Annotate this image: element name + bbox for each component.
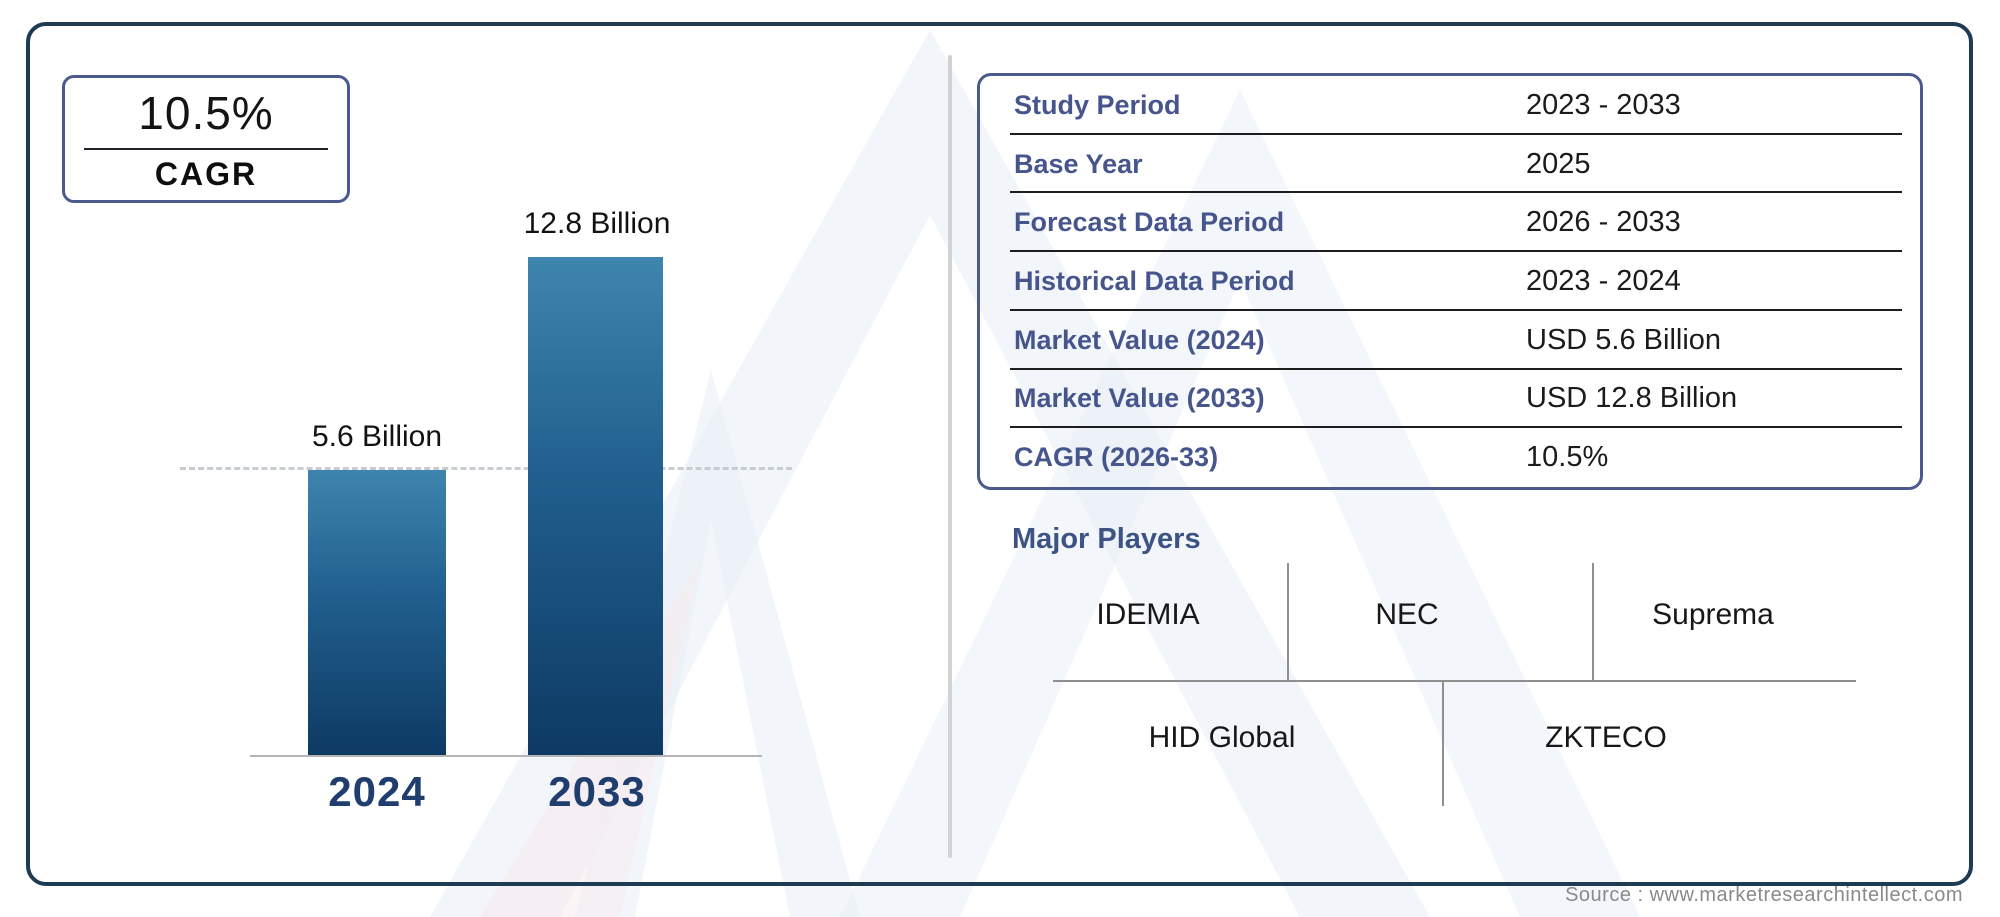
- panel-divider: [948, 55, 952, 858]
- row-label: Market Value (2024): [1014, 324, 1265, 355]
- row-value: 2026 - 2033: [1526, 206, 1681, 239]
- row-value: USD 5.6 Billion: [1526, 323, 1722, 356]
- player-hid-global: HID Global: [1148, 721, 1296, 754]
- cagr-label: CAGR: [154, 155, 258, 192]
- cagr-value: 10.5%: [138, 86, 274, 139]
- table-row: Base Year 2025: [980, 135, 1920, 194]
- row-value: 2025: [1526, 147, 1591, 180]
- table-row: Market Value (2033) USD 12.8 Billion: [980, 370, 1920, 429]
- row-label: Forecast Data Period: [1014, 207, 1285, 238]
- row-divider: [1010, 308, 1902, 311]
- row-value: 2023 - 2024: [1526, 265, 1681, 298]
- player-suprema: Suprema: [1652, 598, 1774, 631]
- row-value: 10.5%: [1526, 441, 1609, 474]
- row-divider: [1010, 367, 1902, 370]
- row-label: Study Period: [1014, 89, 1181, 120]
- row-value: USD 12.8 Billion: [1526, 382, 1738, 415]
- table-row: Market Value (2024) USD 5.6 Billion: [980, 311, 1920, 370]
- player-nec: NEC: [1375, 598, 1439, 631]
- row-label: CAGR (2026-33): [1014, 442, 1219, 473]
- bar-2033: [528, 257, 663, 756]
- x-tick-2033: 2033: [548, 768, 646, 815]
- cagr-divider-line: [84, 147, 328, 150]
- reference-dashed-line: [180, 467, 792, 470]
- study-info-table: Study Period 2023 - 2033 Base Year 2025 …: [977, 73, 1923, 490]
- players-grid-vline-middle: [1442, 680, 1444, 806]
- player-zkteco: ZKTECO: [1545, 721, 1667, 754]
- players-grid-vline-1: [1287, 563, 1289, 681]
- row-label: Historical Data Period: [1014, 266, 1295, 297]
- table-row: Study Period 2023 - 2033: [980, 76, 1920, 135]
- x-tick-2024: 2024: [328, 768, 426, 815]
- table-row: Historical Data Period 2023 - 2024: [980, 252, 1920, 311]
- row-divider: [1010, 191, 1902, 194]
- bar-2024: [308, 470, 446, 756]
- main-card-border: [26, 22, 1973, 886]
- x-axis-line: [250, 755, 762, 757]
- row-divider: [1010, 426, 1902, 429]
- row-label: Base Year: [1014, 148, 1143, 179]
- player-idemia: IDEMIA: [1096, 598, 1200, 631]
- row-divider: [1010, 250, 1902, 253]
- table-row: Forecast Data Period 2026 - 2033: [980, 193, 1920, 253]
- bar-value-label-2033: 12.8 Billion: [523, 207, 671, 240]
- row-label: Market Value (2033): [1014, 383, 1265, 414]
- row-value: 2023 - 2033: [1526, 88, 1681, 121]
- row-divider: [1010, 132, 1902, 135]
- table-row: CAGR (2026-33) 10.5%: [980, 428, 1920, 487]
- players-grid-hline: [1053, 680, 1856, 682]
- cagr-callout-box: 10.5% CAGR: [62, 75, 350, 203]
- major-players-title: Major Players: [1012, 523, 1201, 555]
- players-grid-vline-2: [1592, 563, 1594, 681]
- source-attribution: Source : www.marketresearchintellect.com: [1565, 884, 1963, 906]
- bar-value-label-2024: 5.6 Billion: [311, 420, 443, 453]
